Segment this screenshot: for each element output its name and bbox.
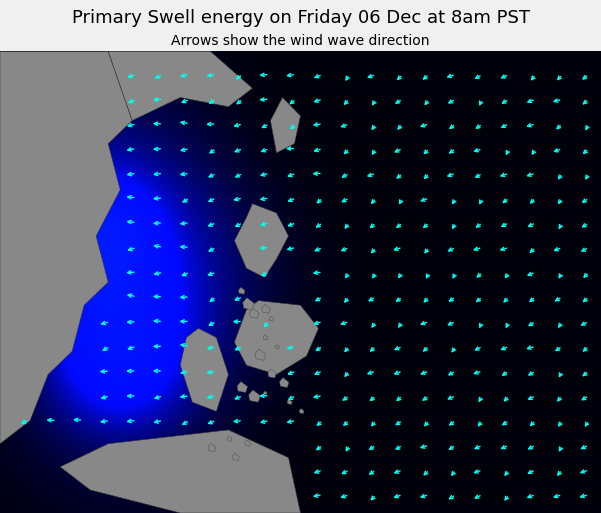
Text: Arrows show the wind wave direction: Arrows show the wind wave direction [171,34,430,48]
Text: Primary Swell energy on Friday 06 Dec at 8am PST: Primary Swell energy on Friday 06 Dec at… [72,9,529,27]
